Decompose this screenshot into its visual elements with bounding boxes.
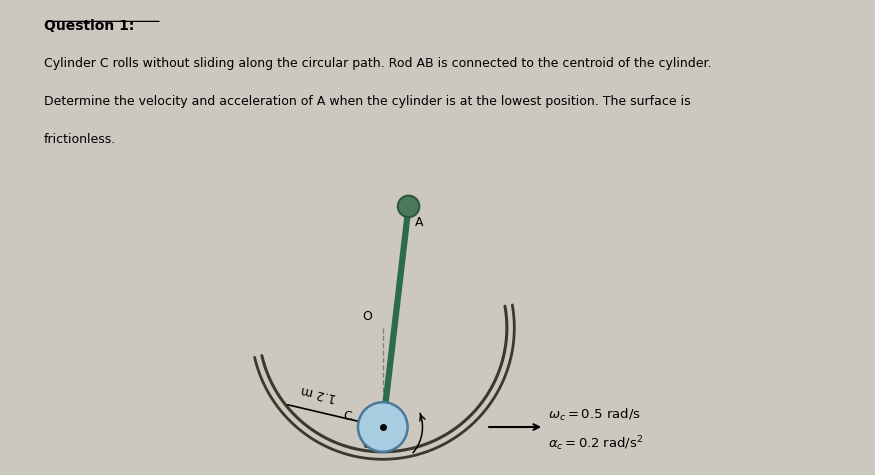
Text: 0.3 m: 0.3 m — [362, 438, 396, 451]
Text: C: C — [343, 410, 352, 423]
Circle shape — [358, 402, 408, 452]
Text: frictionless.: frictionless. — [44, 133, 116, 146]
Text: O: O — [362, 310, 372, 323]
Text: Cylinder C rolls without sliding along the circular path. Rod AB is connected to: Cylinder C rolls without sliding along t… — [44, 57, 711, 70]
Text: Determine the velocity and acceleration of A when the cylinder is at the lowest : Determine the velocity and acceleration … — [44, 95, 690, 108]
Text: A: A — [416, 216, 424, 229]
Circle shape — [398, 196, 419, 217]
Text: $\omega_c = 0.5$ rad/s: $\omega_c = 0.5$ rad/s — [549, 407, 641, 423]
Text: B: B — [387, 411, 396, 424]
Text: Question 1:: Question 1: — [44, 19, 134, 33]
Text: 1.2 m: 1.2 m — [300, 383, 338, 404]
Text: $\alpha_c = 0.2$ rad/s$^2$: $\alpha_c = 0.2$ rad/s$^2$ — [549, 434, 644, 453]
